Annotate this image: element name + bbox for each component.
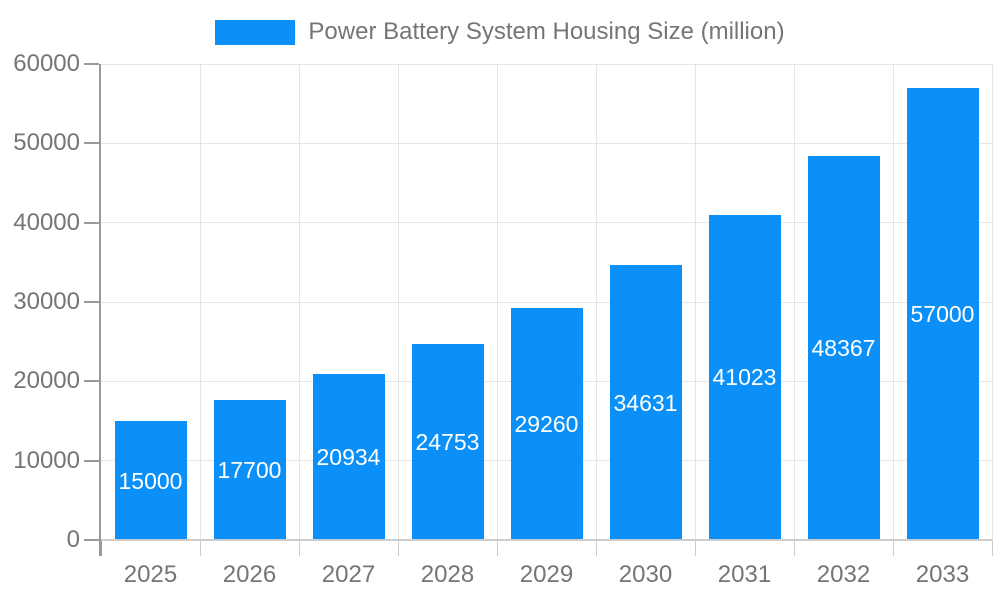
x-tick-label: 2029 — [519, 561, 574, 588]
y-tick-label: 0 — [66, 526, 80, 553]
y-tick-label: 20000 — [13, 367, 80, 395]
bar-2028: 24753 — [411, 343, 484, 540]
plot-area: 15000 17700 20934 24753 29260 34631 41023 48367… — [13, 52, 993, 587]
bar-2026: 17700 — [213, 399, 286, 540]
x-gridline — [793, 64, 795, 540]
bar-2027: 20934 — [312, 373, 385, 540]
y-axis-tick — [84, 301, 99, 303]
y-tick-label: 50000 — [13, 129, 80, 157]
x-axis-tick — [991, 540, 993, 556]
bar-value-label: 15000 — [118, 467, 183, 494]
x-gridline — [595, 64, 597, 540]
y-gridline — [101, 63, 992, 65]
y-axis-tick — [84, 459, 99, 462]
bar-2031: 41023 — [708, 214, 781, 540]
y-tick-label: 40000 — [13, 208, 80, 236]
bar-2033: 57000 — [906, 87, 979, 540]
y-axis-tick — [84, 63, 99, 65]
y-gridline — [101, 301, 992, 303]
x-tick-label: 2028 — [420, 561, 475, 588]
legend: Power Battery System Housing Size (milli… — [0, 19, 1000, 45]
bar-2025: 15000 — [114, 421, 187, 540]
bar-value-label: 17700 — [217, 456, 282, 483]
y-tick-label: 10000 — [13, 446, 80, 474]
y-axis-tick — [84, 380, 99, 383]
x-gridline — [397, 64, 399, 540]
x-gridline — [991, 64, 993, 540]
x-axis-tick — [397, 540, 399, 556]
bar-value-label: 20934 — [316, 443, 381, 470]
x-gridline — [892, 64, 894, 540]
x-axis-tick — [892, 540, 894, 556]
x-axis-tick — [298, 540, 300, 556]
legend-label: Power Battery System Housing Size (milli… — [308, 18, 785, 45]
x-gridline — [199, 64, 201, 540]
bar-value-label: 29260 — [514, 410, 579, 437]
x-tick-label: 2025 — [123, 561, 178, 588]
y-axis-tick — [84, 142, 99, 145]
bar-2030: 34631 — [609, 265, 682, 540]
x-tick-label: 2031 — [717, 561, 772, 588]
bar-value-label: 48367 — [811, 335, 876, 362]
y-axis-tick — [84, 221, 99, 224]
y-tick-label: 30000 — [13, 288, 80, 315]
bar-value-label: 57000 — [910, 300, 975, 327]
y-axis-tick — [84, 539, 99, 541]
x-tick-label: 2027 — [321, 561, 376, 588]
x-gridline — [496, 64, 498, 540]
x-tick-label: 2032 — [816, 561, 871, 588]
bar-value-label: 41023 — [712, 364, 777, 391]
x-axis-tick — [100, 540, 102, 556]
bar-2032: 48367 — [807, 156, 880, 540]
x-gridline — [694, 64, 696, 540]
x-axis-tick — [199, 540, 201, 556]
bar-2029: 29260 — [510, 307, 583, 540]
x-axis-line — [101, 539, 992, 541]
x-tick-label: 2026 — [222, 561, 277, 588]
x-tick-label: 2033 — [915, 561, 970, 588]
bar-value-label: 34631 — [613, 389, 678, 416]
bar-value-label: 24753 — [415, 428, 480, 455]
y-tick-label: 60000 — [13, 50, 80, 77]
x-gridline — [298, 64, 300, 540]
x-axis-tick — [595, 540, 597, 556]
y-gridline — [101, 142, 992, 144]
x-axis-tick — [793, 540, 795, 556]
legend-swatch — [215, 19, 296, 45]
x-axis-tick — [496, 540, 498, 556]
x-axis-tick — [694, 540, 696, 556]
y-gridline — [101, 222, 992, 224]
x-tick-label: 2030 — [618, 561, 673, 588]
y-axis-line — [99, 64, 101, 556]
